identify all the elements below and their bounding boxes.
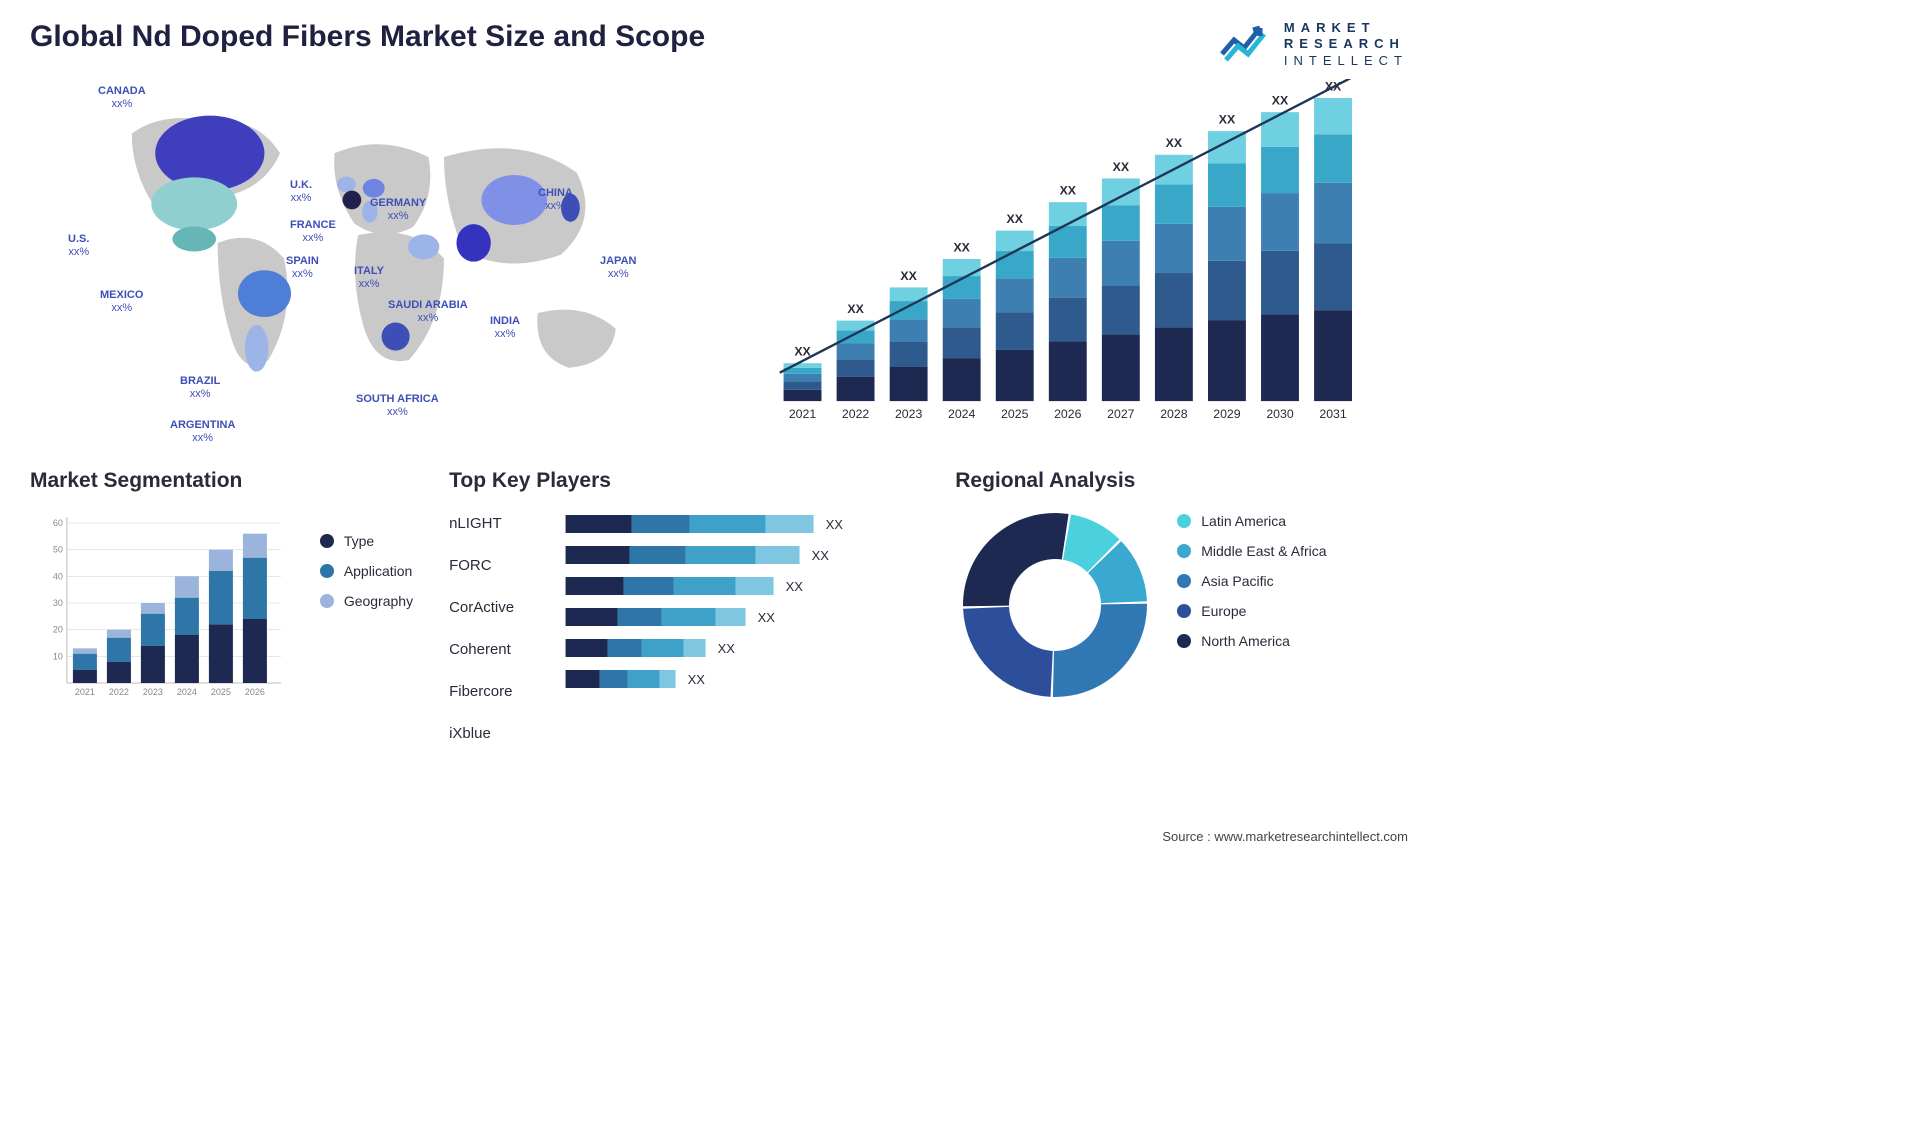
map-label: SOUTH AFRICAxx% xyxy=(356,393,439,419)
segmentation-legend: Type Application Geography xyxy=(320,505,413,710)
regional-title: Regional Analysis xyxy=(955,469,1408,493)
svg-text:2023: 2023 xyxy=(895,407,923,421)
svg-text:2024: 2024 xyxy=(177,687,197,697)
svg-text:XX: XX xyxy=(718,641,736,656)
brand-logo: MARKET RESEARCH INTELLECT xyxy=(1220,20,1408,69)
svg-text:XX: XX xyxy=(812,548,830,563)
map-label: CHINAxx% xyxy=(538,187,573,213)
svg-text:30: 30 xyxy=(53,598,63,608)
svg-text:2021: 2021 xyxy=(75,687,95,697)
svg-text:2028: 2028 xyxy=(1161,407,1189,421)
svg-text:2025: 2025 xyxy=(1002,407,1030,421)
svg-text:XX: XX xyxy=(954,240,971,254)
svg-text:2026: 2026 xyxy=(1055,407,1083,421)
map-label: CANADAxx% xyxy=(98,85,146,111)
legend-item: Europe xyxy=(1177,603,1326,619)
world-map: CANADAxx%U.S.xx%MEXICOxx%BRAZILxx%ARGENT… xyxy=(30,79,717,439)
svg-text:2022: 2022 xyxy=(842,407,870,421)
legend-item: Application xyxy=(320,563,413,579)
svg-text:2025: 2025 xyxy=(211,687,231,697)
logo-text-3: INTELLECT xyxy=(1284,53,1408,69)
map-label: JAPANxx% xyxy=(600,255,636,281)
logo-mark-icon xyxy=(1220,20,1276,69)
segmentation-title: Market Segmentation xyxy=(30,469,413,493)
map-label: GERMANYxx% xyxy=(370,197,426,223)
svg-text:2022: 2022 xyxy=(109,687,129,697)
svg-text:2023: 2023 xyxy=(143,687,163,697)
regional-legend: Latin America Middle East & Africa Asia Pa… xyxy=(1177,505,1326,710)
map-label: BRAZILxx% xyxy=(180,375,220,401)
svg-text:XX: XX xyxy=(758,610,776,625)
player-name: nLIGHT xyxy=(449,515,502,533)
svg-text:XX: XX xyxy=(1007,212,1024,226)
legend-item: Asia Pacific xyxy=(1177,573,1326,589)
regional-donut xyxy=(955,505,1155,710)
svg-text:10: 10 xyxy=(53,651,63,661)
svg-text:2030: 2030 xyxy=(1267,407,1295,421)
player-name: Fibercore xyxy=(449,683,512,701)
svg-text:XX: XX xyxy=(1219,113,1236,127)
svg-text:XX: XX xyxy=(688,672,706,687)
player-name: FORC xyxy=(449,557,492,575)
segmentation-chart: 10 20 30 40 50 60 2021 2022 2023 2024 2025 2026 xyxy=(30,505,302,710)
svg-text:XX: XX xyxy=(901,269,918,283)
legend-item: Latin America xyxy=(1177,513,1326,529)
svg-text:XX: XX xyxy=(1166,136,1183,150)
svg-text:20: 20 xyxy=(53,625,63,635)
svg-text:60: 60 xyxy=(53,518,63,528)
logo-text-1: MARKET xyxy=(1284,20,1408,36)
svg-text:XX: XX xyxy=(786,579,804,594)
svg-text:40: 40 xyxy=(53,571,63,581)
svg-text:XX: XX xyxy=(1060,184,1077,198)
players-chart: XX XX XX XX XX XX xyxy=(532,505,919,756)
forecast-chart: XX 2021 XX 2022 XX 2023 XX 2024 XX 2025 XX 2026 XX 20… xyxy=(747,79,1408,439)
svg-text:2027: 2027 xyxy=(1108,407,1136,421)
map-label: MEXICOxx% xyxy=(100,289,143,315)
map-label: FRANCExx% xyxy=(290,219,336,245)
players-names: nLIGHT FORC CorActive Coherent Fibercore iXbl… xyxy=(449,505,514,756)
svg-text:50: 50 xyxy=(53,545,63,555)
legend-item: Geography xyxy=(320,593,413,609)
svg-text:2024: 2024 xyxy=(948,407,976,421)
players-title: Top Key Players xyxy=(449,469,919,493)
svg-text:XX: XX xyxy=(826,517,844,532)
legend-item: Middle East & Africa xyxy=(1177,543,1326,559)
map-label: ITALYxx% xyxy=(354,265,384,291)
map-label: U.S.xx% xyxy=(68,233,89,259)
svg-text:2021: 2021 xyxy=(789,407,817,421)
map-label: SPAINxx% xyxy=(286,255,319,281)
svg-text:XX: XX xyxy=(1272,94,1289,108)
svg-text:XX: XX xyxy=(848,302,865,316)
svg-text:2031: 2031 xyxy=(1320,407,1348,421)
map-label: U.K.xx% xyxy=(290,179,312,205)
map-label: SAUDI ARABIAxx% xyxy=(388,299,468,325)
source-line: Source : www.marketresearchintellect.com xyxy=(1162,829,1408,844)
map-label: ARGENTINAxx% xyxy=(170,419,235,445)
page-title: Global Nd Doped Fibers Market Size and S… xyxy=(30,20,705,54)
legend-item: North America xyxy=(1177,633,1326,649)
svg-text:2029: 2029 xyxy=(1214,407,1242,421)
player-name: Coherent xyxy=(449,641,511,659)
legend-item: Type xyxy=(320,533,413,549)
player-name: iXblue xyxy=(449,725,491,743)
svg-text:XX: XX xyxy=(1113,160,1130,174)
svg-text:2026: 2026 xyxy=(245,687,265,697)
player-name: CorActive xyxy=(449,599,514,617)
map-label: INDIAxx% xyxy=(490,315,520,341)
logo-text-2: RESEARCH xyxy=(1284,36,1408,52)
